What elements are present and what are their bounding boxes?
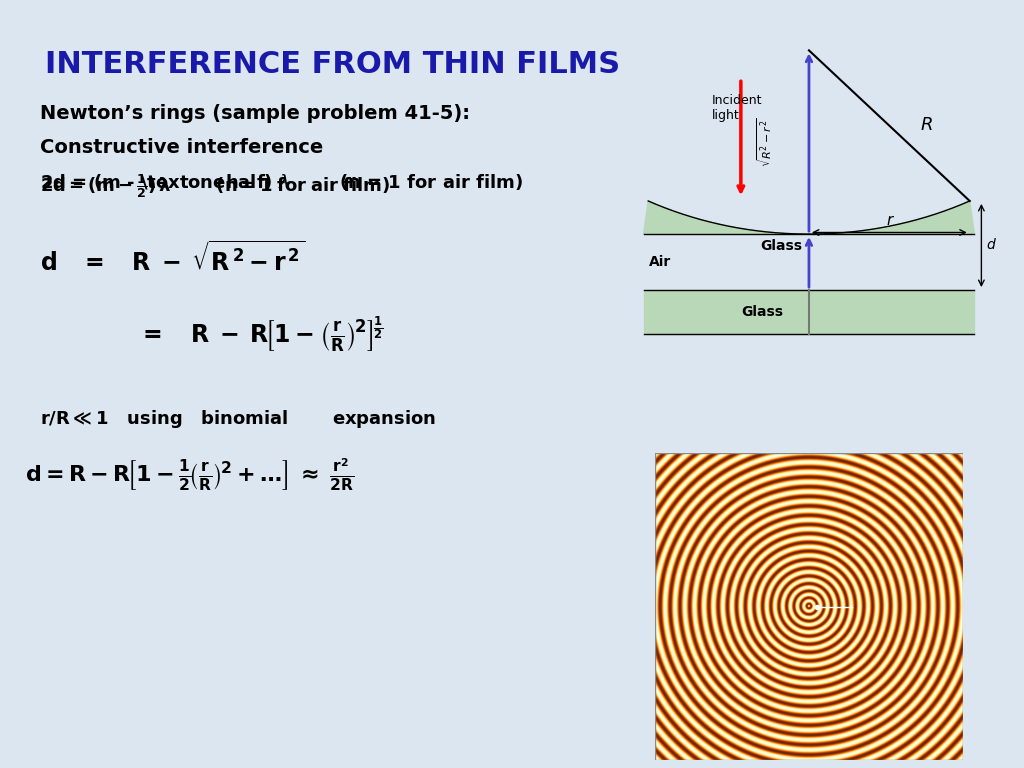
Polygon shape xyxy=(643,201,975,234)
Text: r: r xyxy=(887,214,893,229)
Text: 2d = (m - \textonehalf) $\lambda$        (n = 1 for air film): 2d = (m - \textonehalf) $\lambda$ (n = 1… xyxy=(40,172,523,192)
Text: $\mathbf{2d = (m - \frac{1}{2})\,\lambda}$        $\mathbf{(n = 1\; for\; air\; : $\mathbf{2d = (m - \frac{1}{2})\,\lambda… xyxy=(40,172,390,200)
Text: $\sqrt{R^2-r^2}$: $\sqrt{R^2-r^2}$ xyxy=(756,118,774,167)
Text: $\mathbf{=\quad R\;-\;R\!\left[1-\left(\frac{r}{R}\right)^{\!2}\right]^{\!\frac{: $\mathbf{=\quad R\;-\;R\!\left[1-\left(\… xyxy=(137,314,383,354)
Text: Newton’s rings (sample problem 41-5):: Newton’s rings (sample problem 41-5): xyxy=(40,104,470,123)
Text: d: d xyxy=(986,239,995,253)
Text: $\mathbf{d = R - R\!\left[1-\frac{1}{2}\!\left(\frac{r}{R}\right)^{\!2}+\ldots\r: $\mathbf{d = R - R\!\left[1-\frac{1}{2}\… xyxy=(25,456,354,493)
Text: R: R xyxy=(921,116,933,134)
Text: INTERFERENCE FROM THIN FILMS: INTERFERENCE FROM THIN FILMS xyxy=(44,50,620,79)
Text: Glass: Glass xyxy=(760,239,803,253)
Text: Constructive interference: Constructive interference xyxy=(40,138,323,157)
Polygon shape xyxy=(643,290,975,334)
Text: Glass: Glass xyxy=(741,305,783,319)
Text: $\mathbf{r/R \ll 1}$   using   binomial       expansion: $\mathbf{r/R \ll 1}$ using binomial expa… xyxy=(40,408,436,429)
Text: Incident
light: Incident light xyxy=(712,94,762,122)
Text: $\mathbf{d\quad =\quad R\;-\;\sqrt{R^{\,2}-r^{\,2}}}$: $\mathbf{d\quad =\quad R\;-\;\sqrt{R^{\,… xyxy=(40,241,305,276)
Text: Air: Air xyxy=(648,255,671,269)
